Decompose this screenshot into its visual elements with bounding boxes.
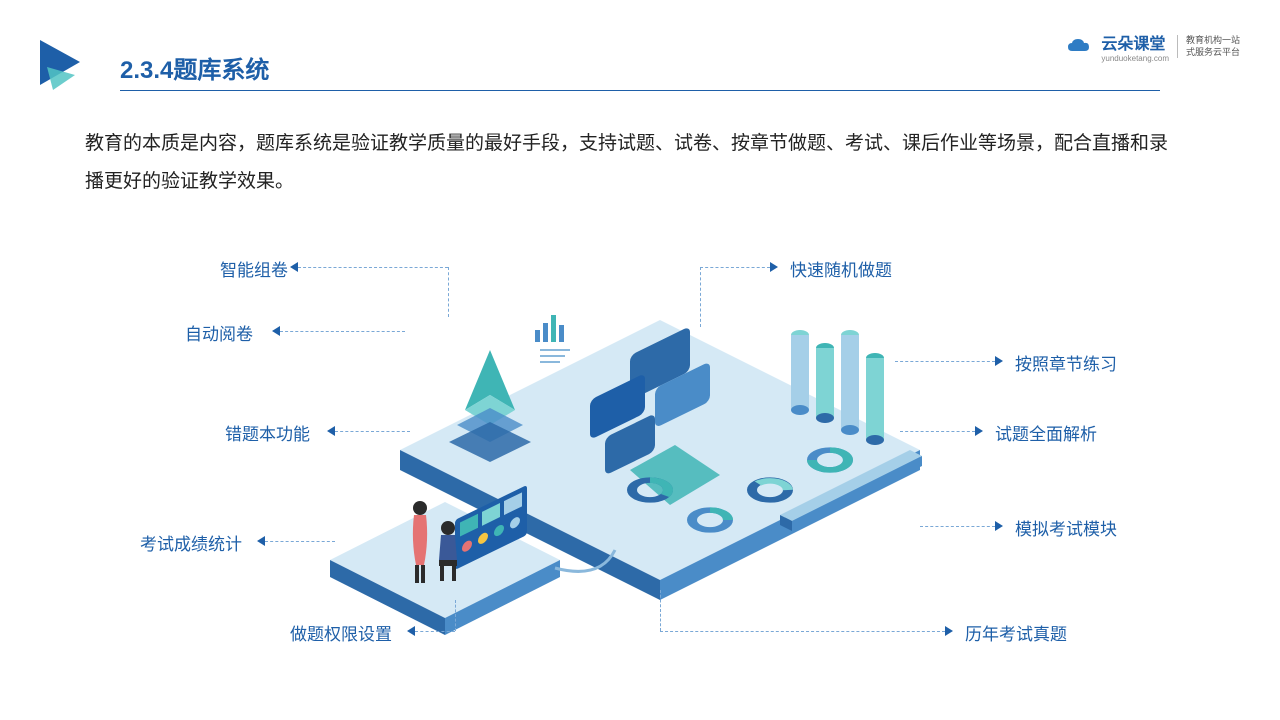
isometric-illustration [0, 220, 1280, 700]
title-underline [120, 90, 1160, 91]
feature-label-right-2: 试题全面解析 [995, 420, 1097, 445]
feature-label-right-1: 按照章节练习 [1015, 350, 1117, 375]
feature-label-right-4: 历年考试真题 [965, 620, 1067, 645]
feature-diagram: 智能组卷 自动阅卷 错题本功能 考试成绩统计 做题权限设置 快速随机做题 按照章… [0, 220, 1280, 700]
brand-logo: 云朵课堂 yunduoketang.com 教育机构一站 式服务云平台 [1065, 30, 1240, 63]
feature-label-right-0: 快速随机做题 [790, 256, 892, 281]
logo-brand-text: 云朵课堂 [1101, 30, 1169, 54]
logo-domain: yunduoketang.com [1101, 54, 1169, 63]
feature-label-right-3: 模拟考试模块 [1015, 515, 1117, 540]
logo-tagline: 教育机构一站 式服务云平台 [1177, 35, 1240, 58]
section-title: 2.3.4题库系统 [120, 50, 269, 85]
feature-label-left-2: 错题本功能 [225, 420, 310, 445]
feature-label-left-4: 做题权限设置 [290, 620, 392, 645]
feature-label-left-0: 智能组卷 [220, 256, 288, 281]
feature-label-left-1: 自动阅卷 [185, 320, 253, 345]
section-icon [35, 35, 90, 95]
feature-label-left-3: 考试成绩统计 [140, 530, 242, 555]
section-description: 教育的本质是内容，题库系统是验证教学质量的最好手段，支持试题、试卷、按章节做题、… [85, 125, 1185, 201]
cloud-icon [1065, 37, 1093, 57]
